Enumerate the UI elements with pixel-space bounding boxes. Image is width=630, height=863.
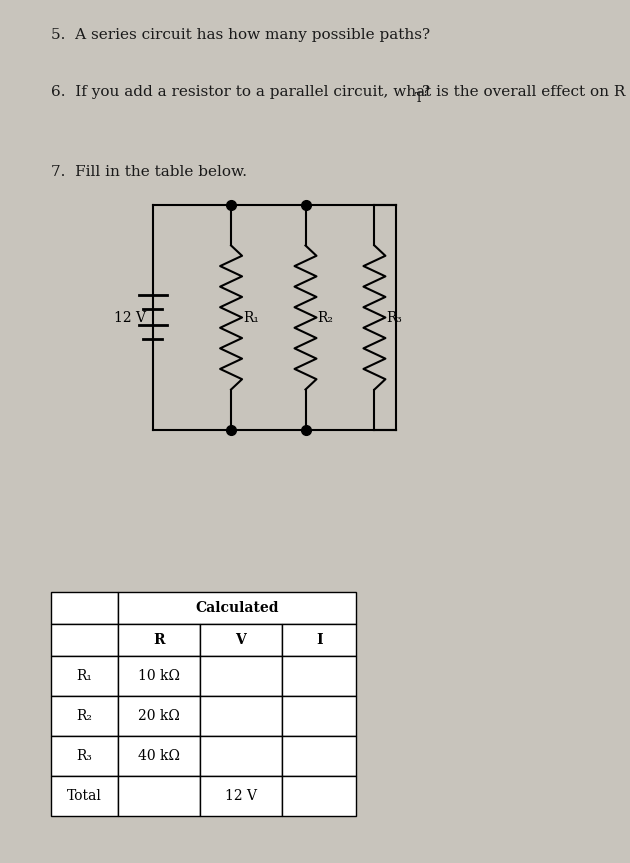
- FancyBboxPatch shape: [51, 592, 118, 624]
- Text: R₁: R₁: [76, 669, 92, 683]
- Text: 20 kΩ: 20 kΩ: [138, 709, 180, 723]
- FancyBboxPatch shape: [118, 696, 200, 736]
- Text: I: I: [316, 633, 323, 647]
- Text: Calculated: Calculated: [195, 601, 278, 615]
- FancyBboxPatch shape: [51, 736, 118, 776]
- Text: R₃: R₃: [386, 311, 402, 324]
- Text: V: V: [236, 633, 246, 647]
- FancyBboxPatch shape: [118, 592, 357, 624]
- FancyBboxPatch shape: [51, 696, 118, 736]
- Text: Total: Total: [67, 789, 101, 803]
- Text: 10 kΩ: 10 kΩ: [137, 669, 180, 683]
- FancyBboxPatch shape: [282, 624, 357, 656]
- Text: 6.  If you add a resistor to a parallel circuit, what is the overall effect on R: 6. If you add a resistor to a parallel c…: [51, 85, 626, 99]
- Text: R₂: R₂: [76, 709, 92, 723]
- Text: R₂: R₂: [318, 311, 333, 324]
- Text: R₁: R₁: [243, 311, 259, 324]
- FancyBboxPatch shape: [200, 624, 282, 656]
- FancyBboxPatch shape: [51, 656, 118, 696]
- FancyBboxPatch shape: [118, 776, 200, 816]
- FancyBboxPatch shape: [200, 696, 282, 736]
- FancyBboxPatch shape: [282, 736, 357, 776]
- FancyBboxPatch shape: [282, 656, 357, 696]
- Text: ?: ?: [422, 85, 430, 99]
- FancyBboxPatch shape: [51, 776, 118, 816]
- Text: R₃: R₃: [76, 749, 92, 763]
- FancyBboxPatch shape: [200, 776, 282, 816]
- FancyBboxPatch shape: [200, 736, 282, 776]
- Text: 12 V: 12 V: [225, 789, 257, 803]
- Text: 12 V: 12 V: [115, 311, 147, 324]
- FancyBboxPatch shape: [118, 736, 200, 776]
- FancyBboxPatch shape: [118, 656, 200, 696]
- Text: 7.  Fill in the table below.: 7. Fill in the table below.: [51, 165, 247, 179]
- FancyBboxPatch shape: [200, 656, 282, 696]
- Text: 40 kΩ: 40 kΩ: [137, 749, 180, 763]
- Text: 5.  A series circuit has how many possible paths?: 5. A series circuit has how many possibl…: [51, 28, 430, 42]
- FancyBboxPatch shape: [282, 696, 357, 736]
- FancyBboxPatch shape: [118, 624, 200, 656]
- Text: R: R: [153, 633, 164, 647]
- FancyBboxPatch shape: [282, 776, 357, 816]
- Text: T: T: [415, 92, 423, 105]
- FancyBboxPatch shape: [51, 624, 118, 656]
